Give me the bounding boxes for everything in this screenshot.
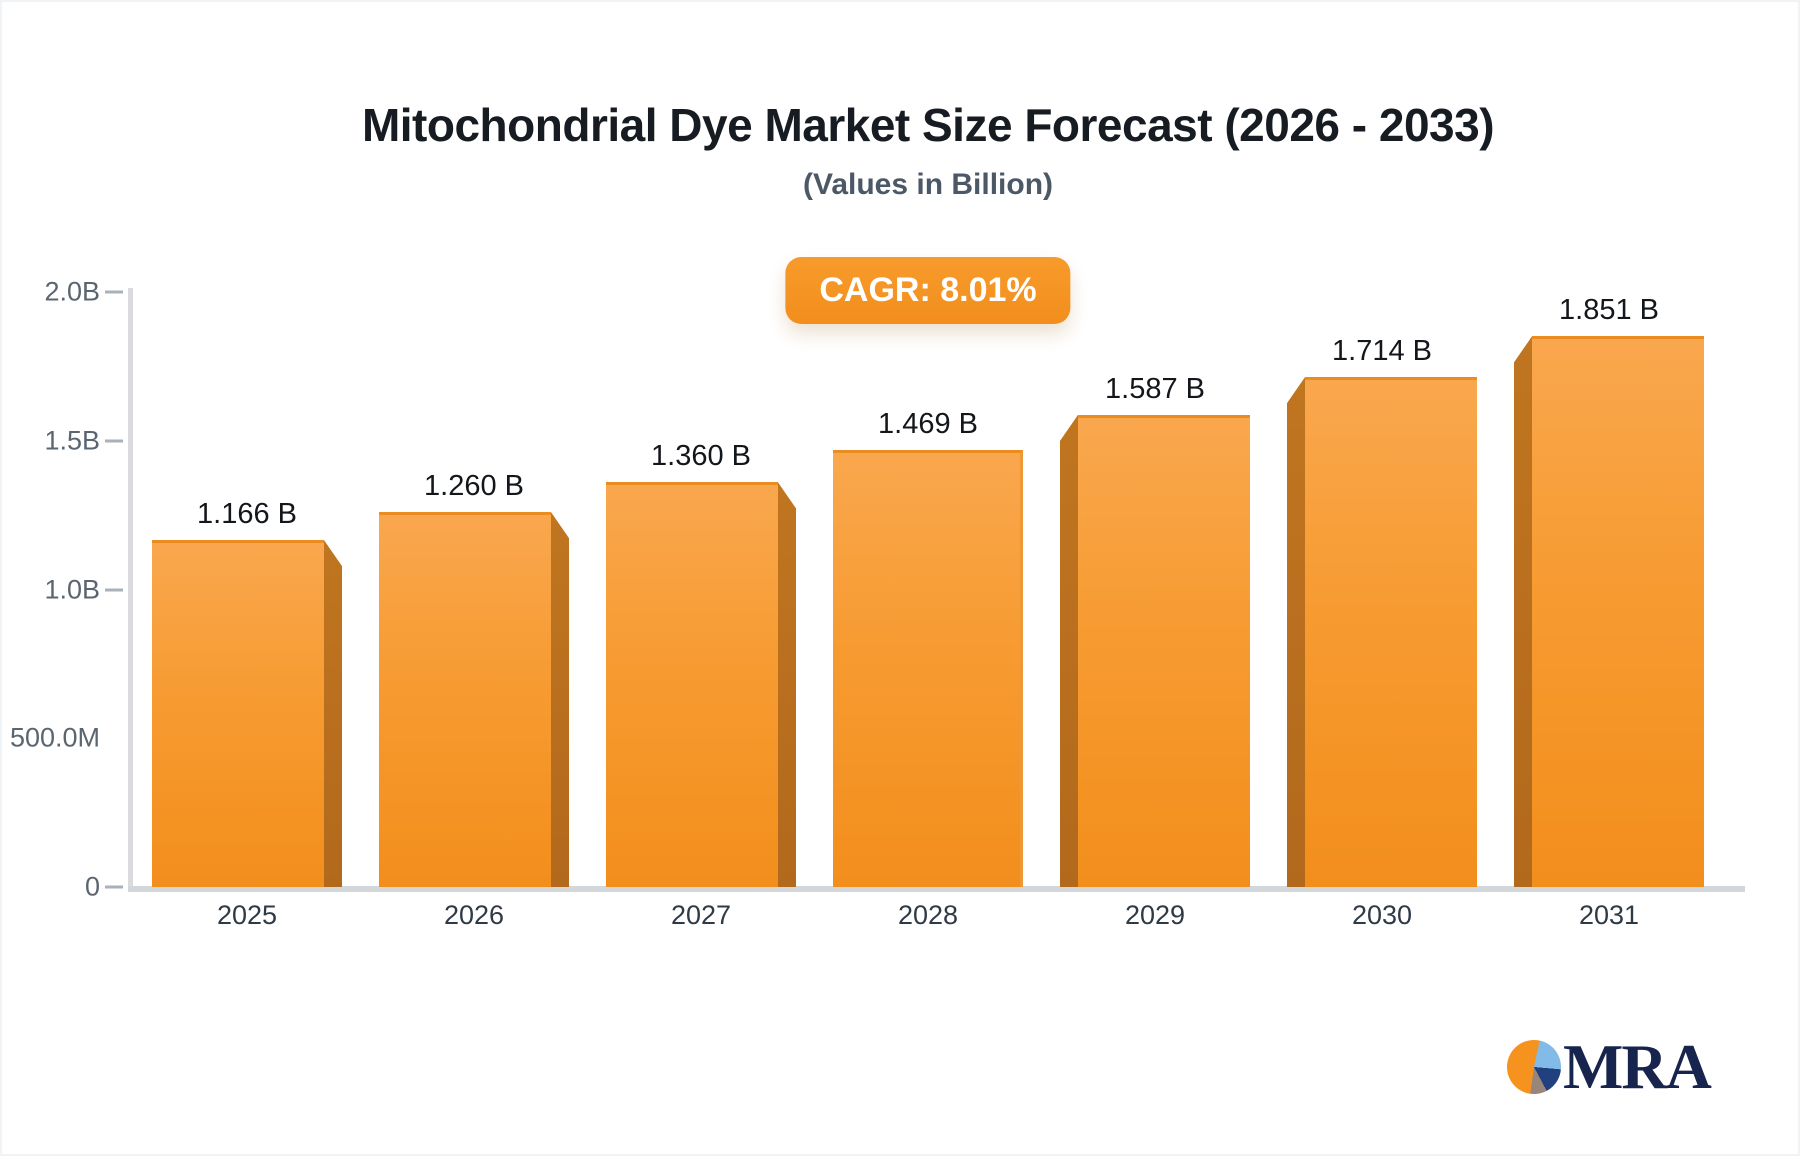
bar-side-face [324, 540, 342, 887]
bar-side-face [551, 512, 569, 887]
page-subtitle: (Values in Billion) [802, 168, 1054, 201]
x-axis-label: 2031 [1578, 900, 1640, 930]
pie-chart-icon [1507, 1040, 1561, 1094]
bar-side-face [778, 482, 796, 887]
x-axis-label: 2029 [1124, 900, 1186, 930]
x-axis-label: 2026 [443, 900, 505, 930]
y-axis-label: 0 [84, 871, 100, 902]
bar-face [1305, 377, 1477, 887]
chart-plot-area: 1.166 B 1.260 B 1.360 B 1.469 B 1.587 B 1.714… [132, 292, 1724, 887]
bar-side-face [1287, 377, 1305, 887]
y-axis-line [128, 288, 133, 890]
x-axis-label: 2025 [216, 900, 278, 930]
bar-face [152, 540, 324, 887]
bar-face [379, 512, 551, 887]
cagr-badge: CAGR: 8.01% [785, 257, 1071, 324]
bar: 1.360 B [606, 440, 796, 887]
bar-face [606, 482, 778, 887]
bar-face [833, 450, 1023, 887]
bar: 1.166 B [152, 498, 342, 887]
bar-face [1078, 414, 1250, 887]
bar: 1.587 B [1060, 373, 1250, 887]
y-axis-tick [105, 885, 123, 889]
x-axis-label: 2027 [670, 900, 732, 930]
x-axis-label: 2028 [897, 900, 959, 930]
y-axis-tick [105, 439, 123, 443]
bar: 1.260 B [379, 470, 569, 887]
bar-value-label: 1.851 B [1559, 294, 1659, 327]
bar-face [1532, 336, 1704, 887]
y-axis-label: 2.0B [44, 276, 100, 307]
x-axis-label: 2030 [1351, 900, 1413, 930]
bar-value-label: 1.714 B [1332, 335, 1432, 368]
bar-value-label: 1.587 B [1105, 372, 1205, 405]
y-axis-tick [105, 588, 123, 591]
bar-value-label: 1.469 B [878, 408, 978, 440]
bar: 1.851 B [1514, 294, 1704, 887]
bar: 1.714 B [1287, 335, 1477, 887]
bar: 1.469 B [833, 408, 1023, 887]
y-axis-label: 1.0B [44, 574, 100, 604]
bar-value-label: 1.360 B [651, 440, 751, 473]
y-axis-label: 500.0M [9, 722, 100, 753]
x-axis: 2025 2026 2027 2028 2029 2030 2031 [132, 900, 1724, 931]
bar-side-face [1514, 336, 1532, 887]
page-title: Mitochondrial Dye Market Size Forecast (… [361, 99, 1495, 151]
bar-value-label: 1.260 B [424, 470, 524, 503]
y-axis-tick [105, 290, 123, 294]
bar-side-face [1060, 414, 1078, 887]
x-axis-baseline [128, 886, 1745, 892]
logo-text: MRA [1563, 1031, 1712, 1102]
mra-logo: MRA [1507, 1031, 1712, 1102]
y-axis-label: 1.5B [44, 425, 100, 456]
bar-value-label: 1.166 B [197, 498, 297, 531]
